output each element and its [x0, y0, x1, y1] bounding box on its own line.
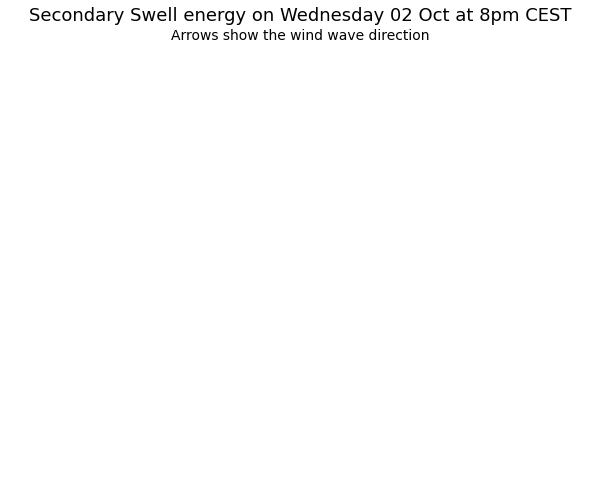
Text: Map (cartopy required): Map (cartopy required) — [220, 268, 381, 282]
Text: Secondary Swell energy on Wednesday 02 Oct at 8pm CEST: Secondary Swell energy on Wednesday 02 O… — [29, 7, 572, 25]
Text: Arrows show the wind wave direction: Arrows show the wind wave direction — [171, 29, 430, 43]
